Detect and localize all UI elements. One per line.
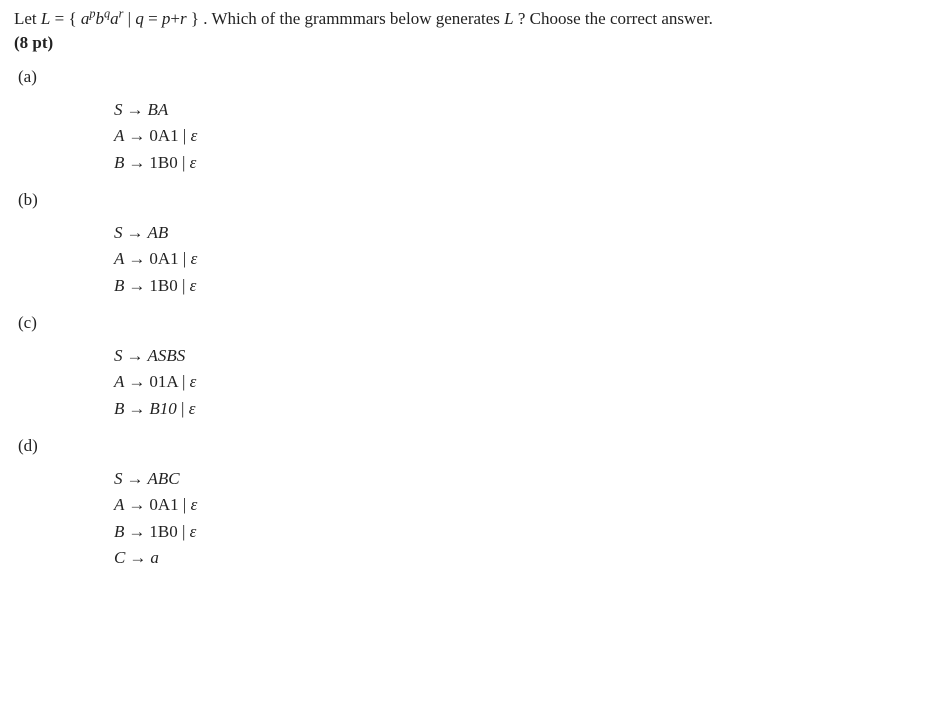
prompt-L: L <box>41 9 50 28</box>
arrow-icon: → <box>124 153 149 172</box>
rule: S→ASBS <box>114 343 923 369</box>
prompt-b: b <box>96 9 105 28</box>
prompt-set-open: { <box>68 9 76 28</box>
option-a-rules: S→BA A→0A1 | ε B→1B0 | ε <box>114 97 923 176</box>
rule: S→BA <box>114 97 923 123</box>
rule-rhs: AB <box>148 223 169 242</box>
question-page: Let L = { apbqar | q = p+r } . Which of … <box>0 0 937 585</box>
rule: A→0A1 | ε <box>114 492 923 518</box>
rule-lhs: B <box>114 276 124 295</box>
rule: S→ABC <box>114 466 923 492</box>
rule: S→AB <box>114 220 923 246</box>
rule-lhs: C <box>114 548 125 567</box>
rule-lhs: A <box>114 249 124 268</box>
option-b: (b) S→AB A→0A1 | ε B→1B0 | ε <box>14 190 923 299</box>
prompt-cond-q: q <box>135 9 144 28</box>
rule: A→0A1 | ε <box>114 246 923 272</box>
prompt-a2: a <box>110 9 119 28</box>
prompt-equals: = <box>55 9 69 28</box>
rule-lhs: S <box>114 100 123 119</box>
arrow-icon: → <box>124 522 149 541</box>
option-c-label: (c) <box>18 313 923 333</box>
rule-rhs: BA <box>148 100 169 119</box>
rule-lhs: S <box>114 469 123 488</box>
arrow-icon: → <box>124 372 149 391</box>
arrow-icon: → <box>124 126 149 145</box>
arrow-icon: → <box>123 346 148 365</box>
rule-lhs: B <box>114 522 124 541</box>
rule: A→01A | ε <box>114 369 923 395</box>
rule-rhs: 0A1 | ε <box>149 495 197 514</box>
arrow-icon: → <box>124 399 149 418</box>
rule: C→a <box>114 545 923 571</box>
arrow-icon: → <box>124 495 149 514</box>
prompt-tail: . Which of the grammmars below generates <box>203 9 504 28</box>
rule-rhs: ASBS <box>148 346 186 365</box>
prompt-cond-plus: + <box>170 9 180 28</box>
arrow-icon: → <box>123 469 148 488</box>
rule: B→1B0 | ε <box>114 150 923 176</box>
prompt-cond-r: r <box>180 9 187 28</box>
rule: A→0A1 | ε <box>114 123 923 149</box>
rule: B→1B0 | ε <box>114 273 923 299</box>
arrow-icon: → <box>123 100 148 119</box>
option-b-label: (b) <box>18 190 923 210</box>
option-a: (a) S→BA A→0A1 | ε B→1B0 | ε <box>14 67 923 176</box>
rule-rhs: ABC <box>148 469 180 488</box>
rule-rhs: 1B0 | ε <box>149 522 196 541</box>
question-prompt: Let L = { apbqar | q = p+r } . Which of … <box>14 8 923 31</box>
rule-rhs: B10 | ε <box>149 399 195 418</box>
option-b-rules: S→AB A→0A1 | ε B→1B0 | ε <box>114 220 923 299</box>
rule: B→B10 | ε <box>114 396 923 422</box>
option-d: (d) S→ABC A→0A1 | ε B→1B0 | ε C→a <box>14 436 923 571</box>
prompt-tail-end: ? Choose the correct answer. <box>518 9 713 28</box>
rule-lhs: A <box>114 372 124 391</box>
rule-rhs: 01A | ε <box>149 372 196 391</box>
rule-lhs: A <box>114 495 124 514</box>
rule-lhs: S <box>114 346 123 365</box>
rule-lhs: B <box>114 153 124 172</box>
prompt-prefix: Let <box>14 9 41 28</box>
option-d-rules: S→ABC A→0A1 | ε B→1B0 | ε C→a <box>114 466 923 571</box>
option-d-label: (d) <box>18 436 923 456</box>
rule: B→1B0 | ε <box>114 519 923 545</box>
option-c-rules: S→ASBS A→01A | ε B→B10 | ε <box>114 343 923 422</box>
prompt-exp-r: r <box>119 6 124 20</box>
prompt-L-tail: L <box>504 9 513 28</box>
option-a-label: (a) <box>18 67 923 87</box>
option-c: (c) S→ASBS A→01A | ε B→B10 | ε <box>14 313 923 422</box>
rule-rhs: 1B0 | ε <box>149 276 196 295</box>
rule-rhs: 0A1 | ε <box>149 249 197 268</box>
rule-lhs: S <box>114 223 123 242</box>
arrow-icon: → <box>124 276 149 295</box>
arrow-icon: → <box>124 249 149 268</box>
arrow-icon: → <box>125 548 150 567</box>
question-points: (8 pt) <box>14 33 923 53</box>
arrow-icon: → <box>123 223 148 242</box>
prompt-set-close: } <box>191 9 199 28</box>
rule-rhs: a <box>150 548 159 567</box>
rule-lhs: A <box>114 126 124 145</box>
rule-lhs: B <box>114 399 124 418</box>
rule-rhs: 0A1 | ε <box>149 126 197 145</box>
prompt-cond-eq: = <box>148 9 162 28</box>
rule-rhs: 1B0 | ε <box>149 153 196 172</box>
